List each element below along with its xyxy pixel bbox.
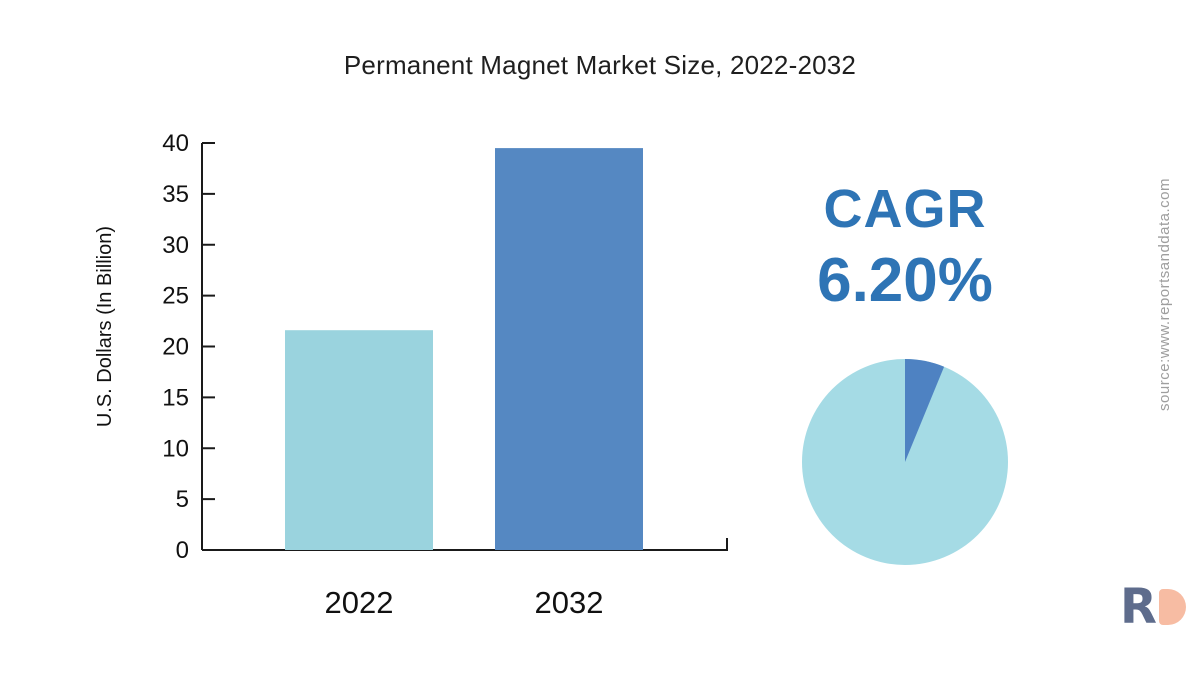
logo: R: [1120, 579, 1186, 635]
pie-chart: [802, 359, 1008, 565]
cagr-panel: CAGR 6.20%: [790, 182, 1020, 312]
y-tick-label: 0: [176, 537, 189, 564]
cagr-value: 6.20%: [817, 246, 993, 315]
logo-letter-r: R: [1120, 579, 1157, 635]
y-tick-label: 25: [162, 283, 189, 310]
x-tick-label: 2032: [535, 585, 604, 620]
y-tick-label: 35: [162, 181, 189, 208]
y-tick-label: 5: [176, 486, 189, 513]
bar-2022: [285, 330, 433, 550]
cagr-label: CAGR: [823, 179, 987, 239]
y-tick-label: 10: [162, 435, 189, 462]
chart-title: Permanent Magnet Market Size, 2022-2032: [343, 50, 857, 80]
x-tick-label: 2022: [325, 585, 394, 620]
y-tick-label: 15: [162, 384, 189, 411]
logo-d-shape: [1158, 589, 1186, 625]
y-axis-title: U.S. Dollars (In Billion): [94, 226, 116, 428]
bar-2032: [495, 148, 643, 550]
y-tick-label: 40: [162, 130, 189, 157]
source-credit: source:www.reportsanddata.com: [1156, 178, 1173, 411]
y-tick-label: 20: [162, 334, 189, 361]
bar-chart: 0 5 10 15 20 25 30 35 40 2022 2032: [162, 130, 728, 620]
pie-cagr-slice: [905, 359, 945, 462]
y-tick-label: 30: [162, 232, 189, 259]
